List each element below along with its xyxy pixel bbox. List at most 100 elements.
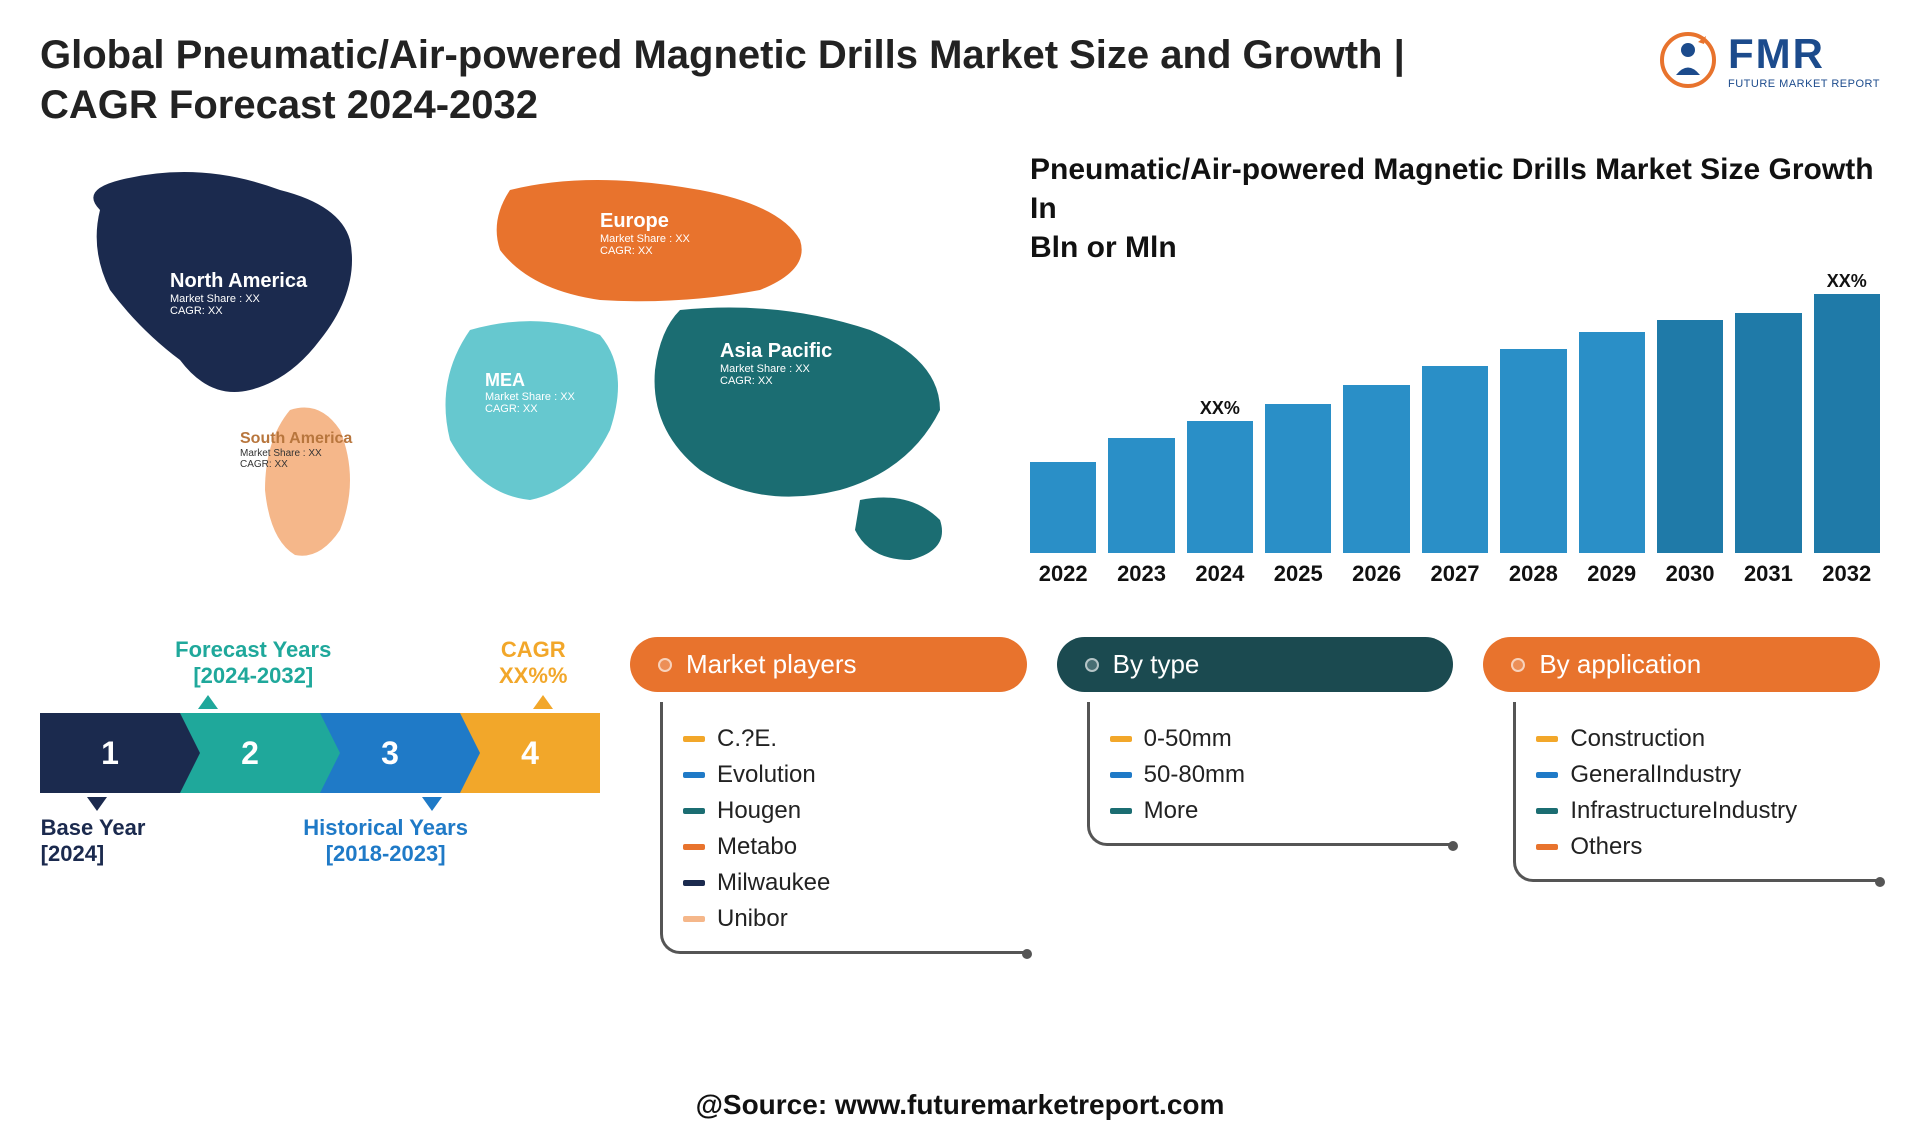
list-item: 50-80mm	[1110, 761, 1454, 789]
bar-2028: 2028	[1500, 327, 1566, 587]
base-year-label: Base Year[2024]	[41, 815, 171, 867]
page-title: Global Pneumatic/Air-powered Magnetic Dr…	[40, 30, 1440, 130]
tick-icon	[683, 916, 705, 922]
bar-year-label: 2031	[1744, 561, 1793, 587]
list-item-label: InfrastructureIndustry	[1570, 797, 1797, 825]
list-item-label: 50-80mm	[1144, 761, 1245, 789]
list-item-label: Hougen	[717, 797, 801, 825]
market-players-pill: Market players	[630, 637, 1027, 692]
bar-year-label: 2029	[1587, 561, 1636, 587]
list-item: Metabo	[683, 833, 1027, 861]
list-item: Milwaukee	[683, 869, 1027, 897]
bar-rect	[1422, 366, 1488, 553]
bar-2030: 2030	[1657, 298, 1723, 587]
dot-icon	[1085, 658, 1099, 672]
map-svg	[40, 150, 1000, 570]
dot-icon	[1511, 658, 1525, 672]
globe-person-icon	[1658, 30, 1718, 90]
bar-top-label: XX%	[1827, 271, 1867, 292]
list-item: Unibor	[683, 905, 1027, 933]
cagr-label: CAGRXX%%	[468, 637, 598, 689]
list-item: GeneralIndustry	[1536, 761, 1880, 789]
timeline-segment-4: 4	[460, 713, 600, 793]
bar-year-label: 2023	[1117, 561, 1166, 587]
bar-rect	[1657, 320, 1723, 553]
logo-text: FMR	[1728, 30, 1880, 78]
triangle-up-icon	[533, 695, 553, 709]
tick-icon	[683, 844, 705, 850]
timeline: x Forecast Years[2024-2032] x CAGRXX%% 1…	[40, 637, 600, 873]
tick-icon	[1536, 772, 1558, 778]
timeline-bar: 1234	[40, 713, 600, 793]
world-map: North America Market Share : XX CAGR: XX…	[40, 150, 1000, 570]
bar-chart: Pneumatic/Air-powered Magnetic Drills Ma…	[1030, 150, 1880, 587]
tick-icon	[1110, 772, 1132, 778]
list-item-label: C.?E.	[717, 725, 777, 753]
bar-2026: 2026	[1343, 363, 1409, 587]
list-item: InfrastructureIndustry	[1536, 797, 1880, 825]
region-asia-pacific: Asia Pacific Market Share : XX CAGR: XX	[720, 340, 832, 387]
region-south-america: South America Market Share : XX CAGR: XX	[240, 430, 352, 470]
bar-rect	[1500, 349, 1566, 553]
triangle-down-icon	[87, 797, 107, 811]
tick-icon	[1536, 736, 1558, 742]
historical-label: Historical Years[2018-2023]	[303, 815, 468, 867]
forecast-label: Forecast Years[2024-2032]	[175, 637, 331, 689]
list-item: 0-50mm	[1110, 725, 1454, 753]
list-item-label: 0-50mm	[1144, 725, 1232, 753]
list-item: C.?E.	[683, 725, 1027, 753]
list-item-label: GeneralIndustry	[1570, 761, 1741, 789]
tick-icon	[1536, 808, 1558, 814]
bar-year-label: 2032	[1822, 561, 1871, 587]
bar-2022: 2022	[1030, 440, 1096, 587]
bar-year-label: 2028	[1509, 561, 1558, 587]
list-item-label: Milwaukee	[717, 869, 830, 897]
dot-icon	[658, 658, 672, 672]
tick-icon	[683, 772, 705, 778]
bar-rect	[1814, 294, 1880, 553]
triangle-down-icon	[422, 797, 442, 811]
bar-2023: 2023	[1108, 416, 1174, 587]
logo: FMR FUTURE MARKET REPORT	[1658, 30, 1880, 90]
tick-icon	[1110, 808, 1132, 814]
list-item-label: Metabo	[717, 833, 797, 861]
by-type-pill: By type	[1057, 637, 1454, 692]
list-item-label: More	[1144, 797, 1199, 825]
list-item: Hougen	[683, 797, 1027, 825]
logo-subtitle: FUTURE MARKET REPORT	[1728, 78, 1880, 90]
bar-rect	[1265, 404, 1331, 553]
source-text: @Source: www.futuremarketreport.com	[696, 1089, 1225, 1121]
bar-rect	[1735, 313, 1801, 553]
bar-year-label: 2027	[1431, 561, 1480, 587]
bar-rect	[1030, 462, 1096, 553]
tick-icon	[1110, 736, 1132, 742]
list-item: Construction	[1536, 725, 1880, 753]
chart-title: Pneumatic/Air-powered Magnetic Drills Ma…	[1030, 150, 1880, 267]
bar-2031: 2031	[1735, 291, 1801, 587]
tick-icon	[683, 808, 705, 814]
list-item-label: Others	[1570, 833, 1642, 861]
timeline-segment-1: 1	[40, 713, 180, 793]
by-application-section: By application Construction GeneralIndust…	[1483, 637, 1880, 882]
timeline-segment-3: 3	[320, 713, 460, 793]
region-north-america: North America Market Share : XX CAGR: XX	[170, 270, 307, 317]
tick-icon	[683, 736, 705, 742]
list-item-label: Construction	[1570, 725, 1705, 753]
header: Global Pneumatic/Air-powered Magnetic Dr…	[40, 30, 1880, 130]
triangle-up-icon	[198, 695, 218, 709]
list-item-label: Unibor	[717, 905, 788, 933]
bar-top-label: XX%	[1200, 398, 1240, 419]
by-type-section: By type 0-50mm 50-80mm More	[1057, 637, 1454, 846]
region-mea: MEA Market Share : XX CAGR: XX	[485, 370, 575, 415]
by-application-pill: By application	[1483, 637, 1880, 692]
bar-rect	[1108, 438, 1174, 553]
list-item: Evolution	[683, 761, 1027, 789]
list-item-label: Evolution	[717, 761, 816, 789]
list-item: Others	[1536, 833, 1880, 861]
tick-icon	[1536, 844, 1558, 850]
tick-icon	[683, 880, 705, 886]
bar-year-label: 2030	[1666, 561, 1715, 587]
bar-year-label: 2024	[1195, 561, 1244, 587]
bar-2032: XX% 2032	[1814, 271, 1880, 587]
bar-rect	[1343, 385, 1409, 553]
